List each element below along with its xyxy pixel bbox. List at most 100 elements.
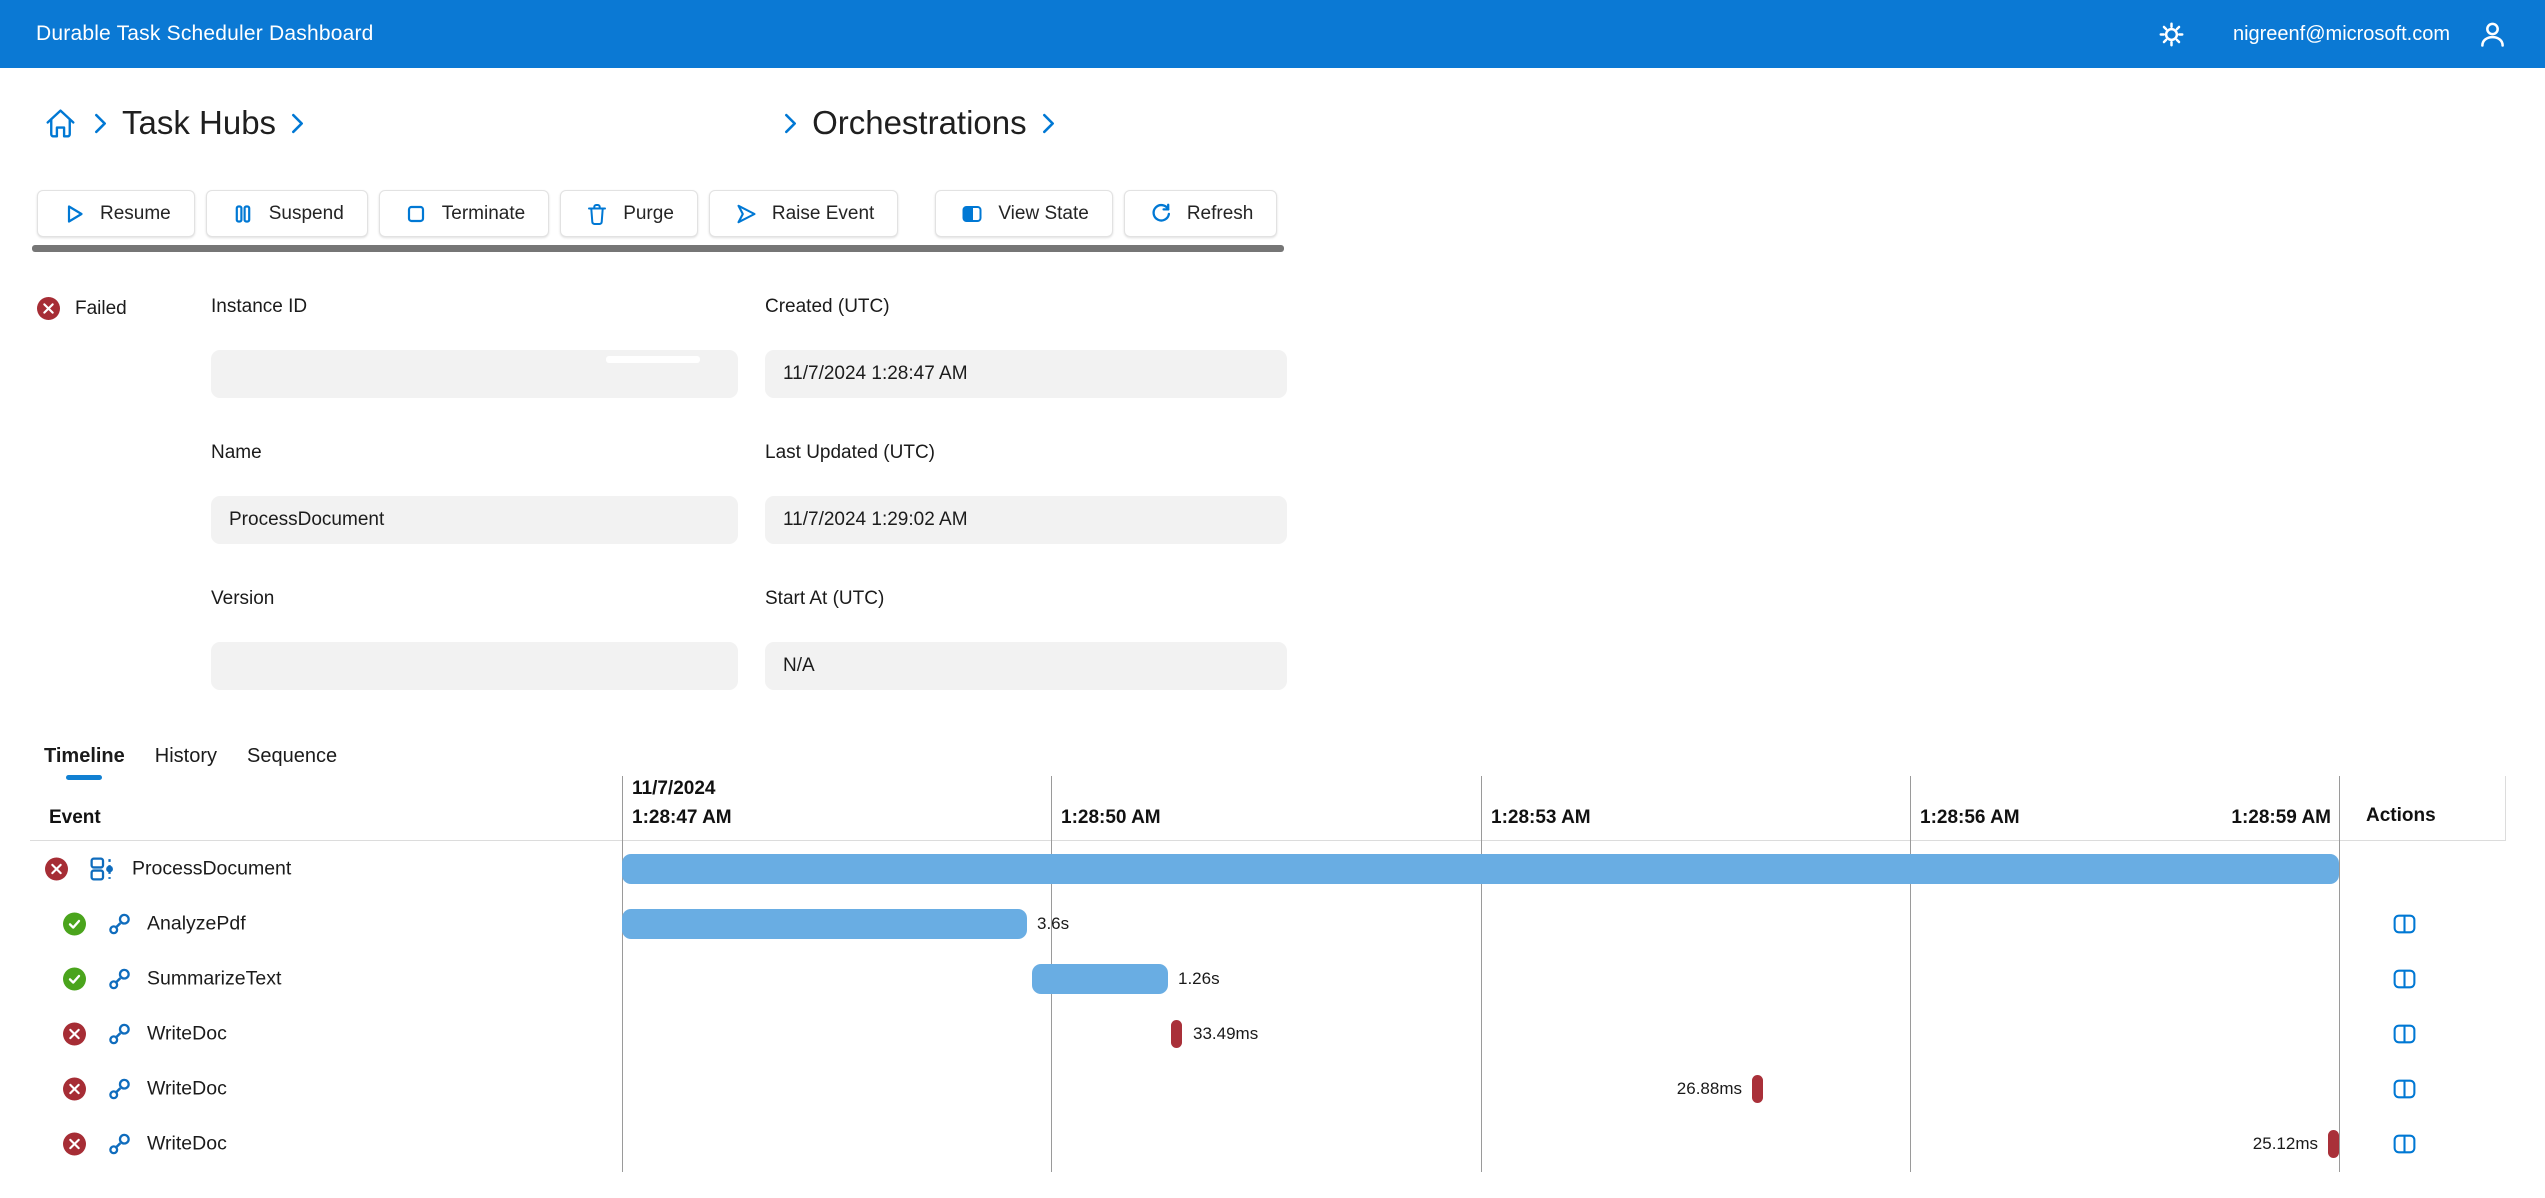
- horizontal-scrollbar[interactable]: [32, 245, 1284, 252]
- activity-link-icon: [107, 1131, 132, 1156]
- axis-tick-time: 1:28:47 AM: [632, 807, 732, 828]
- timeline-row: WriteDoc 26.88ms: [0, 1061, 2545, 1116]
- row-view-state-icon[interactable]: [2391, 910, 2418, 937]
- axis-tick-time: 1:28:53 AM: [1491, 807, 1591, 828]
- field-value: 11/7/2024 1:29:02 AM: [765, 496, 1287, 544]
- tab-timeline[interactable]: Timeline: [44, 745, 125, 780]
- axis-tick-label: 1:28:50 AM: [1061, 807, 1161, 829]
- axis-tick-time: 1:28:59 AM: [2231, 807, 2331, 828]
- failed-x-icon: [45, 857, 68, 880]
- field-last-updated-utc: Last Updated (UTC) 11/7/2024 1:29:02 AM: [765, 442, 1287, 544]
- suspend-button[interactable]: Suspend: [205, 190, 368, 237]
- field-name: Name ProcessDocument: [211, 442, 738, 544]
- button-label: Refresh: [1186, 202, 1254, 224]
- duration-bar: [1171, 1019, 1182, 1048]
- duration-bar: [1752, 1074, 1763, 1103]
- button-label: Resume: [100, 202, 171, 224]
- view-tabs: Timeline History Sequence: [44, 745, 337, 780]
- tab-sequence[interactable]: Sequence: [247, 745, 338, 767]
- button-label: Raise Event: [771, 202, 875, 224]
- row-view-state-icon[interactable]: [2391, 1020, 2418, 1047]
- duration-bar: [622, 908, 1027, 939]
- event-column-header: Event: [49, 807, 101, 828]
- home-icon[interactable]: [42, 105, 79, 142]
- terminate-button[interactable]: Terminate: [378, 190, 550, 237]
- orchestration-status: Failed: [37, 297, 127, 320]
- field-label: Created (UTC): [765, 296, 890, 317]
- field-version: Version: [211, 588, 738, 690]
- failed-x-icon: [63, 1022, 86, 1045]
- event-name-cell: AnalyzePdf: [63, 911, 246, 936]
- duration-bar: [1032, 963, 1168, 994]
- row-view-state-icon[interactable]: [2391, 1130, 2418, 1157]
- duration-label: 25.12ms: [2252, 1133, 2318, 1153]
- row-view-state-icon[interactable]: [2391, 1075, 2418, 1102]
- duration-label: 26.88ms: [1676, 1078, 1742, 1098]
- axis-tick-time: 1:28:50 AM: [1061, 807, 1161, 828]
- axis-tick-label: 11/7/2024 1:28:47 AM: [632, 778, 732, 829]
- terminate-stop-icon: [403, 201, 429, 227]
- field-label: Last Updated (UTC): [765, 442, 936, 463]
- timeline-gridline: [622, 776, 623, 1172]
- redaction-mark: [606, 356, 700, 363]
- actions-column-border: [2505, 776, 2506, 841]
- duration-label: 33.49ms: [1193, 1023, 1259, 1043]
- settings-gear-icon[interactable]: [2156, 19, 2187, 50]
- activity-link-icon: [107, 966, 132, 991]
- suspend-pause-icon: [230, 201, 256, 227]
- activity-link-icon: [107, 1021, 132, 1046]
- refresh-icon: [1148, 201, 1174, 227]
- app-header: Durable Task Scheduler Dashboard nigreen…: [0, 0, 2545, 68]
- field-instance-id: Instance ID: [211, 296, 738, 398]
- axis-tick-time: 1:28:56 AM: [1920, 807, 2020, 828]
- raise-event-button[interactable]: Raise Event: [708, 190, 899, 237]
- timeline-row: ProcessDocument: [0, 841, 2545, 896]
- event-name-cell: SummarizeText: [63, 966, 281, 991]
- field-label: Instance ID: [211, 296, 308, 317]
- timeline-row: SummarizeText 1.26s: [0, 951, 2545, 1006]
- actions-column-header: Actions: [2366, 805, 2436, 826]
- axis-tick-label: 1:28:53 AM: [1491, 807, 1591, 829]
- succeeded-check-icon: [63, 912, 86, 935]
- button-label: Suspend: [268, 202, 344, 224]
- purge-trash-icon: [584, 201, 610, 227]
- breadcrumb-task-hubs[interactable]: Task Hubs: [122, 104, 277, 141]
- timeline-header: Event Actions 11/7/2024 1:28:47 AM 1:28:50…: [0, 776, 2545, 841]
- failed-x-icon: [63, 1132, 86, 1155]
- row-view-state-icon[interactable]: [2391, 965, 2418, 992]
- field-created-utc: Created (UTC) 11/7/2024 1:28:47 AM: [765, 296, 1287, 398]
- field-value: ProcessDocument: [211, 496, 738, 544]
- breadcrumb-orchestrations[interactable]: Orchestrations: [812, 104, 1027, 141]
- event-name-cell: WriteDoc: [63, 1021, 227, 1046]
- axis-tick-label: 1:28:56 AM: [1920, 807, 2020, 829]
- event-name-cell: WriteDoc: [63, 1076, 227, 1101]
- resume-play-icon: [61, 201, 87, 227]
- chevron-right-icon: [783, 112, 798, 135]
- duration-bar: [622, 853, 2339, 884]
- activity-link-icon: [107, 1076, 132, 1101]
- timeline-gridline: [1481, 776, 1482, 1172]
- account-person-icon[interactable]: [2476, 18, 2509, 51]
- chevron-right-icon: [1041, 112, 1056, 135]
- header-divider: [30, 840, 2506, 841]
- field-value: [211, 642, 738, 690]
- resume-button[interactable]: Resume: [37, 190, 195, 237]
- purge-button[interactable]: Purge: [560, 190, 698, 237]
- failed-x-icon: [63, 1077, 86, 1100]
- field-label: Name: [211, 442, 262, 463]
- axis-tick-date: 11/7/2024: [632, 778, 716, 799]
- tab-history[interactable]: History: [154, 745, 218, 767]
- succeeded-check-icon: [63, 967, 86, 990]
- event-name: SummarizeText: [147, 967, 282, 989]
- view-state-button[interactable]: View State: [935, 190, 1113, 237]
- duration-bar: [2328, 1129, 2339, 1158]
- timeline-gridline: [2339, 776, 2340, 1172]
- field-label: Version: [211, 588, 275, 609]
- breadcrumb-redacted-spacer: [319, 118, 769, 128]
- refresh-button[interactable]: Refresh: [1123, 190, 1278, 237]
- field-label: Start At (UTC): [765, 588, 885, 609]
- duration-label: 3.6s: [1037, 913, 1070, 933]
- chevron-right-icon: [290, 112, 305, 135]
- timeline-panel: Event Actions 11/7/2024 1:28:47 AM 1:28:50…: [0, 776, 2545, 1198]
